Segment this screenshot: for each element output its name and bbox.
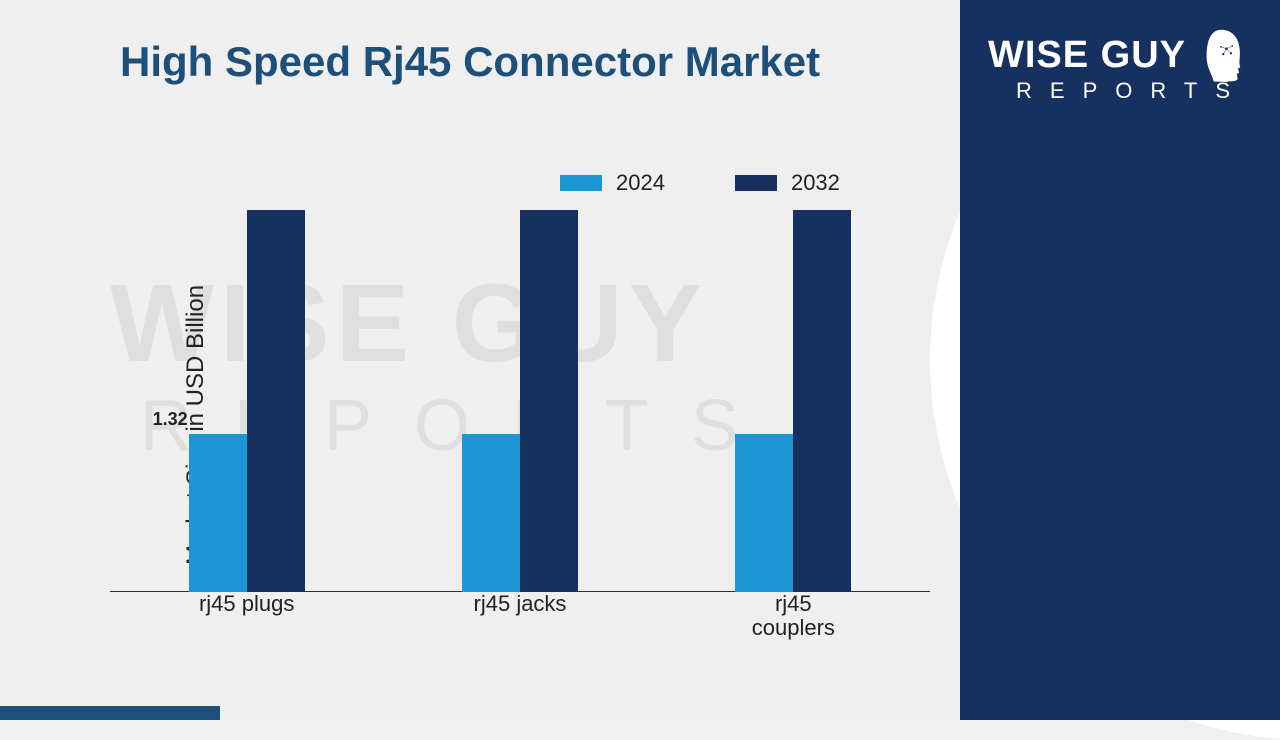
chart-title: High Speed Rj45 Connector Market — [120, 38, 820, 86]
legend-item-2032: 2032 — [735, 170, 840, 196]
bar-group — [462, 210, 578, 592]
brand-head-icon — [1194, 28, 1248, 82]
chart-canvas: WISE GUY REPORTS High Speed Rj45 Connect… — [0, 0, 1280, 720]
legend-item-2024: 2024 — [560, 170, 665, 196]
bar-2032 — [520, 210, 578, 592]
bar-2024 — [189, 434, 247, 592]
bar-chart: Market Size in USD Billion 1.32 rj45 plu… — [110, 210, 930, 640]
category-label: rj45 jacks — [440, 592, 600, 640]
head-silhouette-watermark — [960, 130, 1180, 390]
bar-2024 — [462, 434, 520, 592]
category-label: rj45 plugs — [167, 592, 327, 640]
category-labels: rj45 plugs rj45 jacks rj45couplers — [110, 592, 930, 640]
bar-groups: 1.32 — [110, 210, 930, 592]
footer-accent-bar — [0, 706, 220, 720]
bar-2032 — [247, 210, 305, 592]
legend-swatch — [560, 175, 602, 191]
legend-swatch — [735, 175, 777, 191]
brand-logo: WISE GUY REPORTS — [988, 28, 1248, 104]
bar-group: 1.32 — [189, 210, 305, 592]
brand-main-text: WISE GUY — [988, 34, 1186, 77]
category-label: rj45couplers — [713, 592, 873, 640]
bar-group — [735, 210, 851, 592]
legend-label: 2032 — [791, 170, 840, 196]
bar-2032 — [793, 210, 851, 592]
bar-2024 — [735, 434, 793, 592]
legend-label: 2024 — [616, 170, 665, 196]
legend: 2024 2032 — [560, 170, 840, 196]
brand-sub-text: REPORTS — [988, 78, 1248, 104]
bar-value-label: 1.32 — [153, 409, 188, 430]
